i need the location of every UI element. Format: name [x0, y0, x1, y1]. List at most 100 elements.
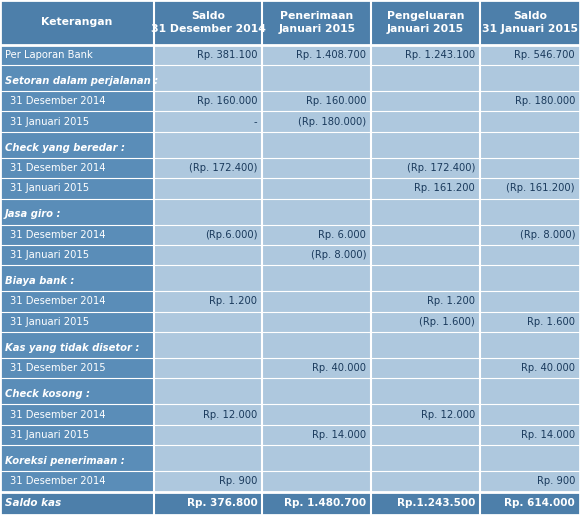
Bar	[0, 111, 154, 132]
Bar	[480, 291, 580, 312]
Bar	[0, 358, 154, 379]
Text: Rp. 900: Rp. 900	[536, 476, 575, 486]
Bar	[154, 71, 263, 91]
Bar	[0, 71, 154, 91]
Text: Per Laporan Bank: Per Laporan Bank	[5, 50, 93, 60]
Bar	[263, 384, 371, 404]
Text: Jasa giro :: Jasa giro :	[5, 210, 61, 219]
Bar	[263, 312, 371, 332]
Bar	[371, 291, 480, 312]
Text: Saldo kas: Saldo kas	[5, 499, 61, 508]
Text: (Rp. 172.400): (Rp. 172.400)	[407, 163, 475, 173]
Bar	[0, 404, 154, 425]
Bar	[154, 178, 263, 199]
Bar	[154, 65, 263, 71]
Bar	[480, 384, 580, 404]
Bar	[0, 91, 154, 111]
Bar	[263, 71, 371, 91]
Bar	[371, 91, 480, 111]
Bar	[0, 332, 154, 338]
Bar	[480, 45, 580, 65]
Bar	[154, 404, 263, 425]
Bar	[480, 199, 580, 204]
Bar	[371, 71, 480, 91]
Bar	[0, 291, 154, 312]
Bar	[371, 338, 480, 358]
Text: Rp. 1.243.100: Rp. 1.243.100	[405, 50, 475, 60]
Bar	[480, 404, 580, 425]
Bar	[480, 225, 580, 245]
Bar	[154, 332, 263, 338]
Text: 31 Januari 2015: 31 Januari 2015	[10, 183, 89, 193]
Bar	[480, 132, 580, 138]
Bar	[154, 271, 263, 291]
Bar	[263, 204, 371, 225]
Bar	[263, 138, 371, 158]
Bar	[0, 158, 154, 178]
Text: Rp. 161.200: Rp. 161.200	[414, 183, 475, 193]
Bar	[480, 158, 580, 178]
Text: Penerimaan
Januari 2015: Penerimaan Januari 2015	[278, 11, 356, 34]
Bar	[480, 271, 580, 291]
Text: Rp.1.243.500: Rp.1.243.500	[397, 499, 475, 508]
Bar	[371, 158, 480, 178]
Text: 31 Desember 2014: 31 Desember 2014	[10, 409, 106, 420]
Text: Pengeluaran
Januari 2015: Pengeluaran Januari 2015	[387, 11, 465, 34]
Bar	[154, 451, 263, 471]
Bar	[154, 445, 263, 451]
Text: Rp. 1.200: Rp. 1.200	[209, 297, 258, 306]
Bar	[154, 204, 263, 225]
Text: Kas yang tidak disetor :: Kas yang tidak disetor :	[5, 343, 139, 353]
Bar	[371, 445, 480, 451]
Bar	[263, 291, 371, 312]
Bar	[480, 178, 580, 199]
Bar	[263, 45, 371, 65]
Bar	[154, 379, 263, 384]
Bar	[154, 291, 263, 312]
Bar	[263, 199, 371, 204]
Text: 31 Desember 2014: 31 Desember 2014	[10, 163, 106, 173]
Text: Saldo
31 Januari 2015: Saldo 31 Januari 2015	[482, 11, 578, 34]
Bar	[263, 445, 371, 451]
Bar	[154, 199, 263, 204]
Bar	[263, 111, 371, 132]
Text: 31 Januari 2015: 31 Januari 2015	[10, 116, 89, 127]
Bar	[263, 225, 371, 245]
Bar	[0, 379, 154, 384]
Bar	[371, 312, 480, 332]
Bar	[0, 245, 154, 265]
Bar	[0, 225, 154, 245]
Text: (Rp. 8.000): (Rp. 8.000)	[311, 250, 366, 260]
Bar	[154, 358, 263, 379]
Text: Koreksi penerimaan :: Koreksi penerimaan :	[5, 456, 125, 466]
Bar	[371, 471, 480, 491]
Text: (Rp. 161.200): (Rp. 161.200)	[506, 183, 575, 193]
Text: Rp. 381.100: Rp. 381.100	[197, 50, 258, 60]
Bar	[0, 384, 154, 404]
Text: 31 Desember 2014: 31 Desember 2014	[10, 230, 106, 240]
Bar	[263, 471, 371, 491]
Bar	[263, 265, 371, 271]
Bar	[480, 445, 580, 451]
Bar	[0, 271, 154, 291]
Bar	[371, 271, 480, 291]
Bar	[371, 204, 480, 225]
Bar	[480, 338, 580, 358]
Bar	[154, 425, 263, 445]
Bar	[480, 265, 580, 271]
Bar	[371, 111, 480, 132]
Bar	[371, 358, 480, 379]
Bar	[480, 204, 580, 225]
Text: Rp. 180.000: Rp. 180.000	[514, 96, 575, 106]
Bar	[263, 358, 371, 379]
Text: Check yang beredar :: Check yang beredar :	[5, 143, 125, 152]
Bar	[371, 265, 480, 271]
Bar	[0, 132, 154, 138]
Bar	[263, 451, 371, 471]
Bar	[154, 0, 263, 45]
Bar	[263, 404, 371, 425]
Bar	[0, 471, 154, 491]
Bar	[0, 491, 580, 515]
Bar	[480, 91, 580, 111]
Bar	[263, 178, 371, 199]
